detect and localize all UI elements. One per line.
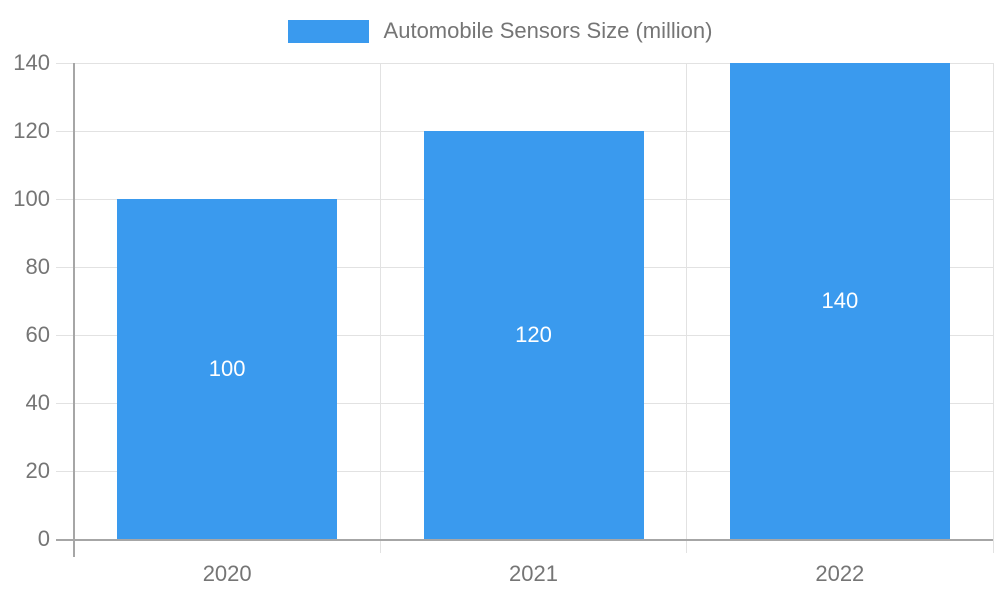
legend-swatch-icon xyxy=(287,19,369,43)
y-tick-140 xyxy=(56,62,74,64)
x-axis-label-2022: 2022 xyxy=(815,561,865,586)
bar-value-label-2022: 140 xyxy=(821,288,859,313)
y-tick-100 xyxy=(56,198,74,200)
y-tick-120 xyxy=(56,130,74,132)
bar-2021[interactable] xyxy=(423,131,644,539)
y-tick-80 xyxy=(56,266,74,268)
y-axis-label-40: 40 xyxy=(25,390,50,415)
y-tick-60 xyxy=(56,334,74,336)
gridline-x-3 xyxy=(992,63,994,539)
y-axis-label-60: 60 xyxy=(25,322,50,347)
y-axis-label-20: 20 xyxy=(25,458,50,483)
x-axis-label-2021: 2021 xyxy=(509,561,558,586)
y-tick-20 xyxy=(56,470,74,472)
x-tick-2 xyxy=(686,539,688,553)
y-tick-40 xyxy=(56,402,74,404)
legend: Automobile Sensors Size (million) xyxy=(0,18,1000,44)
bar-2022[interactable] xyxy=(729,63,950,539)
y-axis-label-80: 80 xyxy=(25,254,50,279)
y-axis-label-100: 100 xyxy=(13,186,50,211)
y-axis-line xyxy=(73,63,75,557)
gridline-x-2 xyxy=(686,63,688,539)
x-tick-3 xyxy=(992,539,994,553)
legend-item[interactable]: Automobile Sensors Size (million) xyxy=(287,18,713,44)
legend-label: Automobile Sensors Size (million) xyxy=(383,18,713,43)
x-axis-line xyxy=(56,539,993,541)
gridline-x-1 xyxy=(379,63,381,539)
bar-value-label-2021: 120 xyxy=(515,322,552,347)
y-axis-label-140: 140 xyxy=(13,50,50,75)
x-tick-1 xyxy=(379,539,381,553)
y-axis-label-0: 0 xyxy=(37,526,50,551)
gridline-y-140 xyxy=(74,62,993,64)
x-axis-label-2020: 2020 xyxy=(202,561,252,586)
y-axis-label-120: 120 xyxy=(13,118,50,143)
bar-2020[interactable] xyxy=(117,199,338,539)
bar-value-label-2020: 100 xyxy=(208,356,246,381)
